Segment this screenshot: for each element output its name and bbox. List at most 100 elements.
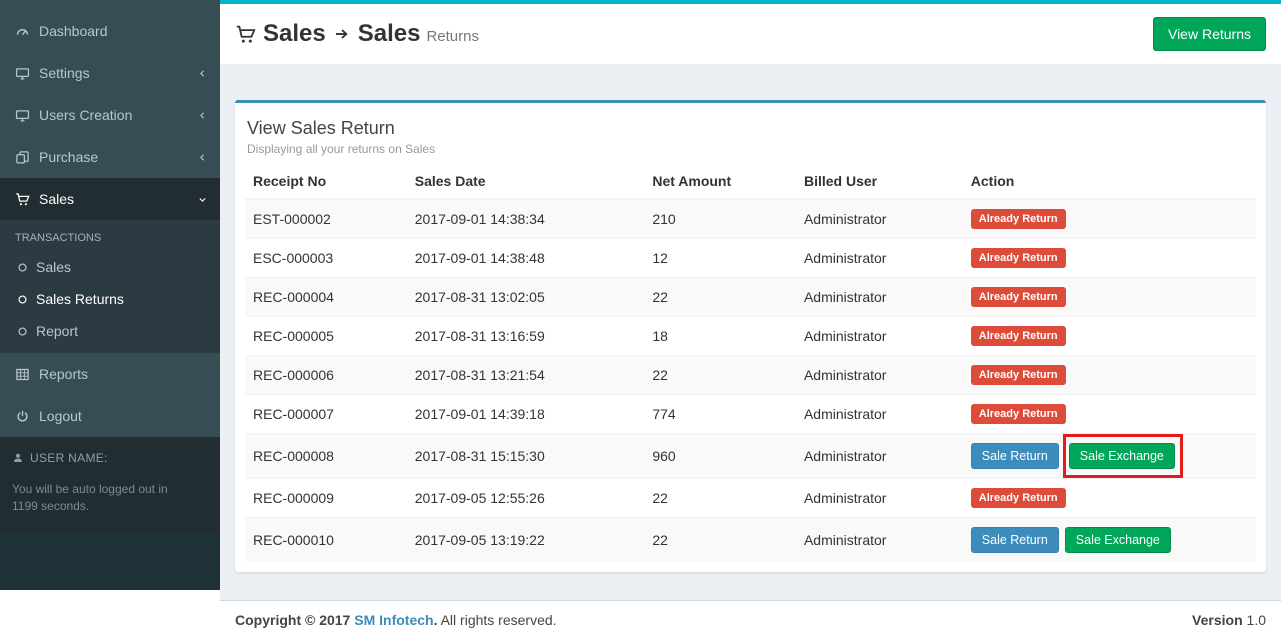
chevron-left-icon (197, 110, 208, 121)
circle-icon (17, 294, 28, 305)
circle-icon (17, 326, 28, 337)
action-cell: Already Return (962, 355, 1256, 395)
desktop-icon (15, 108, 30, 123)
transactions-section-label: TRANSACTIONS (0, 220, 220, 251)
action-cell: Sale Return Sale Exchange (962, 433, 1256, 479)
date-cell: 2017-08-31 15:15:30 (406, 433, 645, 479)
user-cell: Administrator (795, 238, 963, 278)
already-return-badge: Already Return (970, 326, 1066, 346)
company-link[interactable]: SM Infotech (354, 612, 434, 628)
sale-return-button[interactable]: Sale Return (970, 527, 1059, 553)
rights-text: All rights reserved. (440, 612, 557, 628)
date-cell: 2017-08-31 13:02:05 (406, 277, 645, 317)
already-return-badge: Already Return (970, 404, 1066, 424)
sidebar-item-label: Sales (39, 191, 75, 207)
sidebar-subitem-report[interactable]: Report (0, 315, 220, 347)
sale-exchange-button[interactable]: Sale Exchange (1064, 527, 1171, 553)
files-icon (15, 150, 30, 165)
date-cell: 2017-08-31 13:16:59 (406, 316, 645, 356)
column-header: Net Amount (644, 164, 796, 200)
already-return-badge: Already Return (970, 287, 1066, 307)
amount-cell: 22 (644, 355, 796, 395)
action-cell: Already Return (962, 198, 1256, 239)
column-header: Action (962, 164, 1256, 200)
content-header: Sales Sales Returns View Returns (220, 4, 1281, 64)
sidebar-item-purchase[interactable]: Purchase (0, 136, 220, 178)
amount-cell: 22 (644, 517, 796, 562)
amount-cell: 22 (644, 277, 796, 317)
sales-return-card: View Sales Return Displaying all your re… (235, 100, 1266, 572)
action-cell: Already Return (962, 316, 1256, 356)
sales-returns-table-body: EST-000002 2017-09-01 14:38:34 210 Administ… (245, 198, 1256, 562)
amount-cell: 18 (644, 316, 796, 356)
user-panel: USER NAME: You will be auto logged out i… (0, 437, 220, 534)
auto-logout-notice: You will be auto logged out in 1199 seco… (12, 482, 168, 514)
sidebar-item-settings[interactable]: Settings (0, 52, 220, 94)
sidebar-subitem-sales-returns[interactable]: Sales Returns (0, 283, 220, 315)
sidebar-item-sales[interactable]: Sales (0, 178, 220, 220)
column-header: Billed User (795, 164, 963, 200)
action-cell: Sale Return Sale Exchange (962, 517, 1256, 562)
action-cell: Already Return (962, 238, 1256, 278)
breadcrumb-section: Sales (263, 20, 326, 47)
table-row: REC-000007 2017-09-01 14:39:18 774 Administ… (245, 394, 1256, 434)
sidebar: Dashboard Settings Users Creation (0, 0, 220, 590)
already-return-badge: Already Return (970, 209, 1066, 229)
table-row: ESC-000003 2017-09-01 14:38:48 12 Administr… (245, 238, 1256, 278)
breadcrumb-page: Sales (357, 20, 421, 47)
circle-icon (17, 262, 28, 273)
desktop-icon (15, 66, 30, 81)
action-cell: Already Return (962, 394, 1256, 434)
table-icon (15, 367, 30, 382)
table-row: REC-000008 2017-08-31 15:15:30 960 Administ… (245, 433, 1256, 479)
chevron-left-icon (197, 152, 208, 163)
receipt-cell: REC-000008 (245, 433, 407, 479)
receipt-cell: REC-000006 (245, 355, 407, 395)
sidebar-subitem-label: Report (36, 323, 79, 339)
view-returns-button[interactable]: View Returns (1152, 17, 1266, 51)
receipt-cell: REC-000010 (245, 517, 407, 562)
top-accent-bar (220, 0, 1281, 4)
sidebar-item-users-creation[interactable]: Users Creation (0, 94, 220, 136)
sidebar-item-logout[interactable]: Logout (0, 395, 220, 437)
sidebar-item-label: Users Creation (39, 107, 133, 123)
footer: Copyright © 2017 SM Infotech. All rights… (220, 600, 1281, 639)
action-cell: Already Return (962, 277, 1256, 317)
version-text: Version 1.0 (1192, 612, 1266, 628)
receipt-cell: REC-000005 (245, 316, 407, 356)
sidebar-subitem-label: Sales Returns (36, 291, 124, 307)
date-cell: 2017-09-05 12:55:26 (406, 478, 645, 518)
column-header: Receipt No (245, 164, 407, 200)
sidebar-item-label: Settings (39, 65, 90, 81)
sidebar-item-dashboard[interactable]: Dashboard (0, 10, 220, 52)
sidebar-item-reports[interactable]: Reports (0, 353, 220, 395)
receipt-cell: REC-000007 (245, 394, 407, 434)
user-cell: Administrator (795, 355, 963, 395)
dashboard-icon (15, 24, 30, 39)
sales-returns-table: Receipt No Sales Date Net Amount Billed Use… (245, 164, 1256, 562)
already-return-badge: Already Return (970, 488, 1066, 508)
sidebar-item-label: Dashboard (39, 23, 108, 39)
date-cell: 2017-09-05 13:19:22 (406, 517, 645, 562)
amount-cell: 210 (644, 198, 796, 239)
main-area: Sales Sales Returns View Returns View Sa… (220, 0, 1281, 639)
action-cell: Already Return (962, 478, 1256, 518)
user-cell: Administrator (795, 277, 963, 317)
date-cell: 2017-09-01 14:38:48 (406, 238, 645, 278)
breadcrumb-page-sub: Returns (426, 28, 479, 45)
date-cell: 2017-08-31 13:21:54 (406, 355, 645, 395)
column-header: Sales Date (406, 164, 645, 200)
amount-cell: 960 (644, 433, 796, 479)
sidebar-subitem-sales[interactable]: Sales (0, 251, 220, 283)
amount-cell: 12 (644, 238, 796, 278)
user-name-label: USER NAME: (30, 451, 108, 465)
sale-return-button[interactable]: Sale Return (970, 443, 1059, 469)
sale-exchange-button[interactable]: Sale Exchange (1068, 443, 1175, 469)
amount-cell: 774 (644, 394, 796, 434)
cart-icon (15, 192, 30, 207)
sidebar-subitem-label: Sales (36, 259, 72, 275)
user-cell: Administrator (795, 517, 963, 562)
table-row: REC-000005 2017-08-31 13:16:59 18 Administr… (245, 316, 1256, 356)
user-cell: Administrator (795, 394, 963, 434)
user-cell: Administrator (795, 316, 963, 356)
